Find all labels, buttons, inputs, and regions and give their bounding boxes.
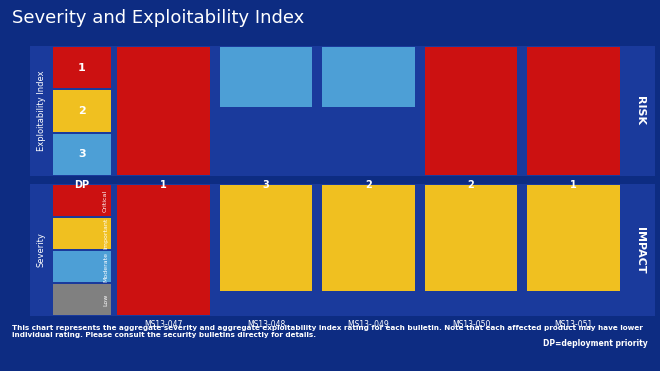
Text: MS13- 049: MS13- 049 xyxy=(348,320,389,329)
Text: Severity: Severity xyxy=(36,233,46,267)
Text: MS13-050: MS13-050 xyxy=(452,320,490,329)
Bar xyxy=(53,134,111,175)
Text: 3: 3 xyxy=(78,150,86,159)
Bar xyxy=(322,185,414,291)
Text: 2: 2 xyxy=(78,106,86,116)
Text: This chart represents the aggregate severity and aggregate exploitability index : This chart represents the aggregate seve… xyxy=(12,325,643,338)
Bar xyxy=(30,46,655,176)
Text: 2: 2 xyxy=(468,180,475,190)
Bar xyxy=(425,47,517,175)
Bar xyxy=(53,90,111,132)
Bar xyxy=(53,251,111,282)
Text: 3: 3 xyxy=(263,180,269,190)
Text: 1: 1 xyxy=(78,63,86,73)
Bar xyxy=(322,47,414,107)
Text: DP: DP xyxy=(75,180,90,190)
Bar xyxy=(53,218,111,249)
Text: Moderate: Moderate xyxy=(103,252,108,282)
Text: 1: 1 xyxy=(570,180,577,190)
Bar xyxy=(527,185,620,291)
Text: Critical: Critical xyxy=(103,190,108,211)
Text: 2: 2 xyxy=(365,180,372,190)
Bar xyxy=(220,185,312,291)
Text: Severity and Exploitability Index: Severity and Exploitability Index xyxy=(12,9,304,27)
Text: RISK: RISK xyxy=(635,96,645,125)
Text: Important: Important xyxy=(103,218,108,249)
Bar xyxy=(53,284,111,315)
Text: MS13-047: MS13-047 xyxy=(144,320,182,329)
Bar xyxy=(117,185,210,315)
Bar xyxy=(30,184,655,316)
Bar xyxy=(53,47,111,88)
Text: 1: 1 xyxy=(160,180,167,190)
Text: Low: Low xyxy=(103,293,108,306)
Text: DP=deployment priority: DP=deployment priority xyxy=(543,339,648,348)
Text: MS13-048: MS13-048 xyxy=(247,320,285,329)
Bar xyxy=(527,47,620,175)
Text: Exploitability Index: Exploitability Index xyxy=(36,71,46,151)
Bar xyxy=(117,47,210,175)
Bar xyxy=(53,185,111,216)
Bar xyxy=(425,185,517,291)
Bar xyxy=(220,47,312,107)
Text: MS13-051: MS13-051 xyxy=(554,320,593,329)
Text: IMPACT: IMPACT xyxy=(635,227,645,273)
Bar xyxy=(625,184,655,316)
Bar xyxy=(625,46,655,176)
